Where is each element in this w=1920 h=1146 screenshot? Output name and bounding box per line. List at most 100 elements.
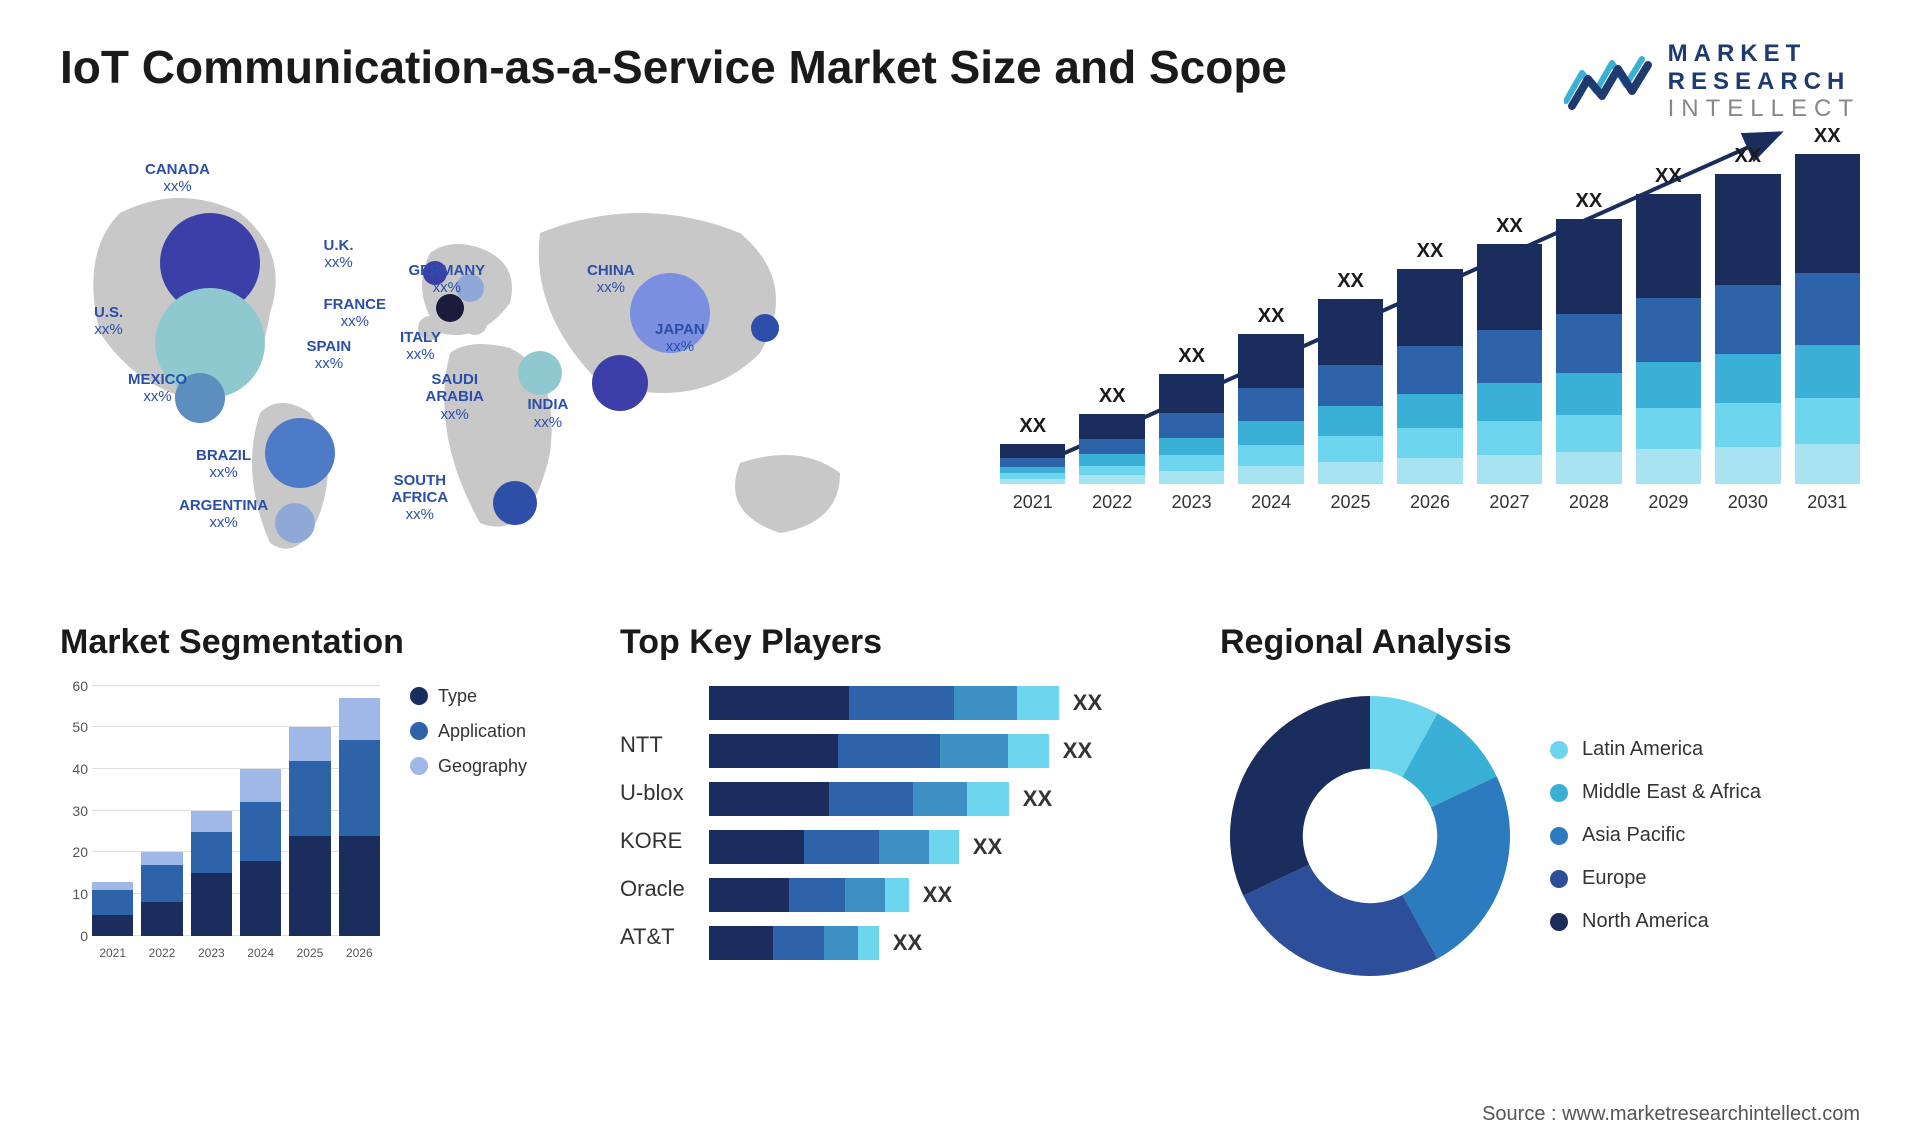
seg-bar-segment (339, 836, 380, 936)
players-panel: Top Key Players NTTU-bloxKOREOracleAT&T … (620, 623, 1180, 986)
bar-segment (1556, 452, 1621, 484)
bar-segment (1159, 438, 1224, 456)
regional-legend: Latin AmericaMiddle East & AfricaAsia Pa… (1550, 738, 1761, 933)
seg-ytick: 50 (60, 719, 88, 735)
legend-swatch-icon (410, 722, 428, 740)
bar-segment (1079, 439, 1144, 454)
main-bar-value: XX (1099, 385, 1126, 408)
player-value: XX (923, 882, 952, 908)
regional-panel: Regional Analysis Latin AmericaMiddle Ea… (1220, 623, 1860, 986)
map-label-japan: JAPANxx% (655, 321, 705, 356)
map-label-saudi-arabia: SAUDIARABIAxx% (426, 371, 484, 423)
main-bar-value: XX (1019, 415, 1046, 438)
player-bar-segment (838, 734, 940, 768)
bar-segment (1795, 154, 1860, 273)
player-bar-segment (1017, 686, 1059, 720)
map-label-mexico: MEXICOxx% (128, 371, 187, 406)
bar-segment (1477, 330, 1542, 383)
bar-segment (1000, 458, 1065, 467)
player-bar-segment (929, 830, 959, 864)
bar-segment (1636, 194, 1701, 298)
seg-bar-segment (289, 761, 330, 836)
seg-bar-segment (240, 769, 281, 802)
main-bar-year: 2023 (1172, 492, 1212, 513)
main-bar-year: 2027 (1489, 492, 1529, 513)
main-bar-2022: XX2022 (1079, 385, 1144, 513)
bar-segment (1715, 403, 1780, 446)
player-value: XX (893, 930, 922, 956)
regional-title: Regional Analysis (1220, 623, 1860, 662)
top-row: CANADAxx%U.S.xx%MEXICOxx%BRAZILxx%ARGENT… (60, 153, 1860, 573)
player-bar-segment (709, 782, 829, 816)
segmentation-panel: Market Segmentation 0102030405060 202120… (60, 623, 580, 986)
seg-bar-year: 2022 (141, 946, 182, 960)
player-name: U-blox (620, 780, 685, 806)
bar-segment (1397, 346, 1462, 393)
main-bar-year: 2026 (1410, 492, 1450, 513)
bar-segment (1477, 244, 1542, 330)
player-bar-segment (879, 830, 929, 864)
player-bar-segment (773, 926, 824, 960)
seg-bar-year: 2021 (92, 946, 133, 960)
regional-legend-item: Asia Pacific (1550, 824, 1761, 847)
bar-segment (1715, 354, 1780, 404)
seg-bar-2026: 2026 (339, 698, 380, 935)
map-label-canada: CANADAxx% (145, 161, 210, 196)
legend-swatch-icon (1550, 784, 1568, 802)
bar-segment (1397, 394, 1462, 428)
bar-segment (1079, 414, 1144, 439)
map-label-italy: ITALYxx% (400, 329, 441, 364)
main-bar-year: 2029 (1648, 492, 1688, 513)
player-bar-segment (913, 782, 967, 816)
map-label-india: INDIAxx% (528, 396, 569, 431)
player-value: XX (1023, 786, 1052, 812)
main-bar-2023: XX2023 (1159, 345, 1224, 513)
legend-swatch-icon (1550, 870, 1568, 888)
main-bar-2026: XX2026 (1397, 240, 1462, 513)
bar-segment (1397, 428, 1462, 458)
regional-legend-item: North America (1550, 910, 1761, 933)
player-bar-segment (967, 782, 1009, 816)
main-bar-value: XX (1655, 165, 1682, 188)
player-row: XX (709, 782, 1180, 816)
main-bar-2029: XX 2029 (1636, 165, 1701, 513)
regional-legend-label: Latin America (1582, 738, 1703, 761)
player-bar-segment (709, 830, 804, 864)
seg-ytick: 40 (60, 761, 88, 777)
player-bar-segment (709, 686, 849, 720)
player-bar-segment (845, 878, 885, 912)
bar-segment (1238, 421, 1303, 445)
bar-segment (1000, 444, 1065, 458)
player-row: XX (709, 830, 1180, 864)
bar-segment (1556, 219, 1621, 314)
donut-slice (1230, 696, 1370, 896)
bar-segment (1477, 383, 1542, 421)
player-bar-segment (940, 734, 1008, 768)
regional-legend-label: North America (1582, 910, 1709, 933)
bar-segment (1318, 299, 1383, 366)
bar-segment (1795, 444, 1860, 484)
seg-bar-segment (191, 811, 232, 832)
bar-segment (1715, 285, 1780, 353)
map-label-france: FRANCExx% (324, 296, 387, 331)
segmentation-title: Market Segmentation (60, 623, 580, 662)
main-bar-2031: XX2031 (1795, 125, 1860, 513)
world-map: CANADAxx%U.S.xx%MEXICOxx%BRAZILxx%ARGENT… (60, 153, 910, 573)
bar-segment (1079, 466, 1144, 476)
main-bar-value: XX (1258, 305, 1285, 328)
regional-legend-item: Latin America (1550, 738, 1761, 761)
player-name: AT&T (620, 924, 685, 950)
bottom-row: Market Segmentation 0102030405060 202120… (60, 623, 1860, 986)
main-bar-value: XX (1496, 215, 1523, 238)
map-label-germany: GERMANYxx% (409, 262, 486, 297)
seg-bar-year: 2024 (240, 946, 281, 960)
seg-bar-segment (191, 873, 232, 936)
regional-legend-label: Europe (1582, 867, 1647, 890)
bar-segment (1159, 471, 1224, 484)
regional-legend-item: Europe (1550, 867, 1761, 890)
player-name: KORE (620, 828, 685, 854)
regional-donut-chart (1220, 686, 1520, 986)
bar-segment (1477, 455, 1542, 484)
map-label-brazil: BRAZILxx% (196, 447, 251, 482)
bar-segment (1795, 398, 1860, 444)
